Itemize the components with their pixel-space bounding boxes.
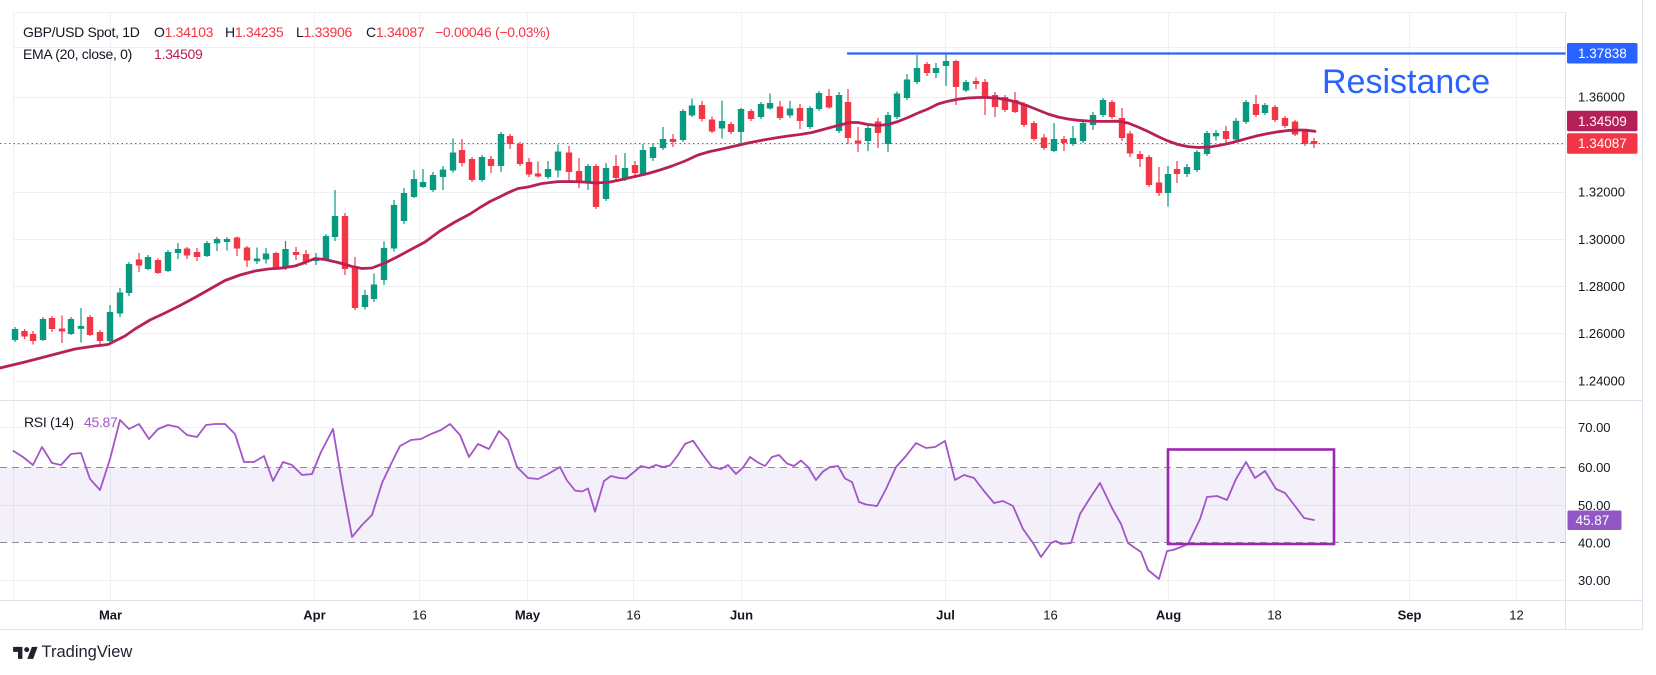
- svg-text:16: 16: [626, 608, 640, 623]
- svg-text:O1.34103: O1.34103: [154, 24, 214, 40]
- svg-text:60.00: 60.00: [1578, 460, 1611, 475]
- svg-text:Mar: Mar: [99, 608, 122, 623]
- svg-text:70.00: 70.00: [1578, 420, 1611, 435]
- svg-text:EMA (20, close, 0): EMA (20, close, 0): [23, 46, 132, 62]
- svg-text:18: 18: [1267, 608, 1281, 623]
- svg-text:Apr: Apr: [303, 608, 325, 623]
- svg-text:1.36000: 1.36000: [1578, 90, 1625, 105]
- svg-text:L1.33906: L1.33906: [296, 24, 353, 40]
- svg-text:Resistance: Resistance: [1322, 63, 1490, 101]
- svg-text:TradingView: TradingView: [42, 643, 133, 661]
- svg-text:−0.00046 (−0.03%): −0.00046 (−0.03%): [435, 24, 550, 40]
- svg-text:C1.34087: C1.34087: [366, 24, 425, 40]
- svg-text:16: 16: [412, 608, 426, 623]
- svg-text:40.00: 40.00: [1578, 536, 1611, 551]
- svg-text:30.00: 30.00: [1578, 573, 1611, 588]
- svg-text:1.28000: 1.28000: [1578, 279, 1625, 294]
- svg-text:45.87: 45.87: [84, 414, 118, 430]
- svg-text:16: 16: [1043, 608, 1057, 623]
- svg-text:H1.34235: H1.34235: [225, 24, 284, 40]
- svg-text:1.37838: 1.37838: [1578, 46, 1627, 61]
- svg-text:1.30000: 1.30000: [1578, 232, 1625, 247]
- svg-text:1.32000: 1.32000: [1578, 185, 1625, 200]
- svg-text:1.34509: 1.34509: [154, 46, 203, 62]
- svg-text:12: 12: [1509, 608, 1523, 623]
- svg-text:Jul: Jul: [936, 608, 955, 623]
- svg-text:1.34087: 1.34087: [1578, 136, 1627, 151]
- svg-text:RSI (14): RSI (14): [24, 414, 74, 430]
- svg-text:Aug: Aug: [1156, 608, 1181, 623]
- svg-text:1.26000: 1.26000: [1578, 326, 1625, 341]
- svg-text:1.24000: 1.24000: [1578, 374, 1625, 389]
- svg-text:May: May: [515, 608, 541, 623]
- svg-text:GBP/USD Spot, 1D: GBP/USD Spot, 1D: [23, 24, 140, 40]
- svg-text:Jun: Jun: [730, 608, 753, 623]
- svg-text:Sep: Sep: [1398, 608, 1422, 623]
- svg-text:45.87: 45.87: [1576, 513, 1610, 528]
- svg-text:1.34509: 1.34509: [1578, 114, 1627, 129]
- svg-text:50.00: 50.00: [1578, 498, 1611, 513]
